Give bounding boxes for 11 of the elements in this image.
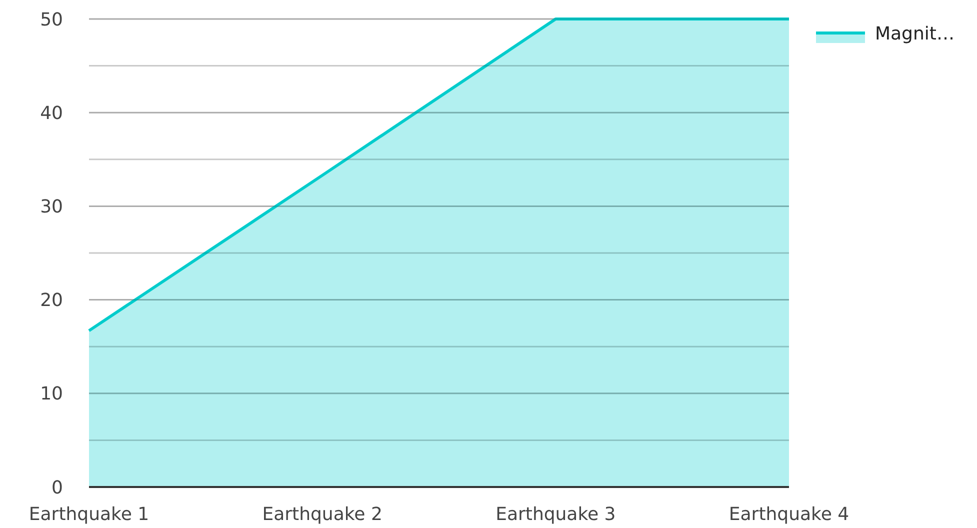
- y-tick-label: 50: [40, 9, 63, 30]
- y-tick-label: 30: [40, 196, 63, 218]
- y-tick-label: 10: [40, 384, 63, 405]
- y-tick-label: 40: [40, 102, 63, 124]
- x-tick-label: Earthquake 3: [496, 504, 616, 525]
- x-tick-label: Earthquake 1: [28, 504, 150, 525]
- legend-label: Magnit…: [875, 23, 954, 44]
- y-tick-label: 20: [40, 290, 63, 312]
- x-tick-label: Earthquake 4: [728, 504, 850, 525]
- y-tick-label: 0: [52, 477, 63, 498]
- x-tick-label: Earthquake 2: [262, 504, 382, 525]
